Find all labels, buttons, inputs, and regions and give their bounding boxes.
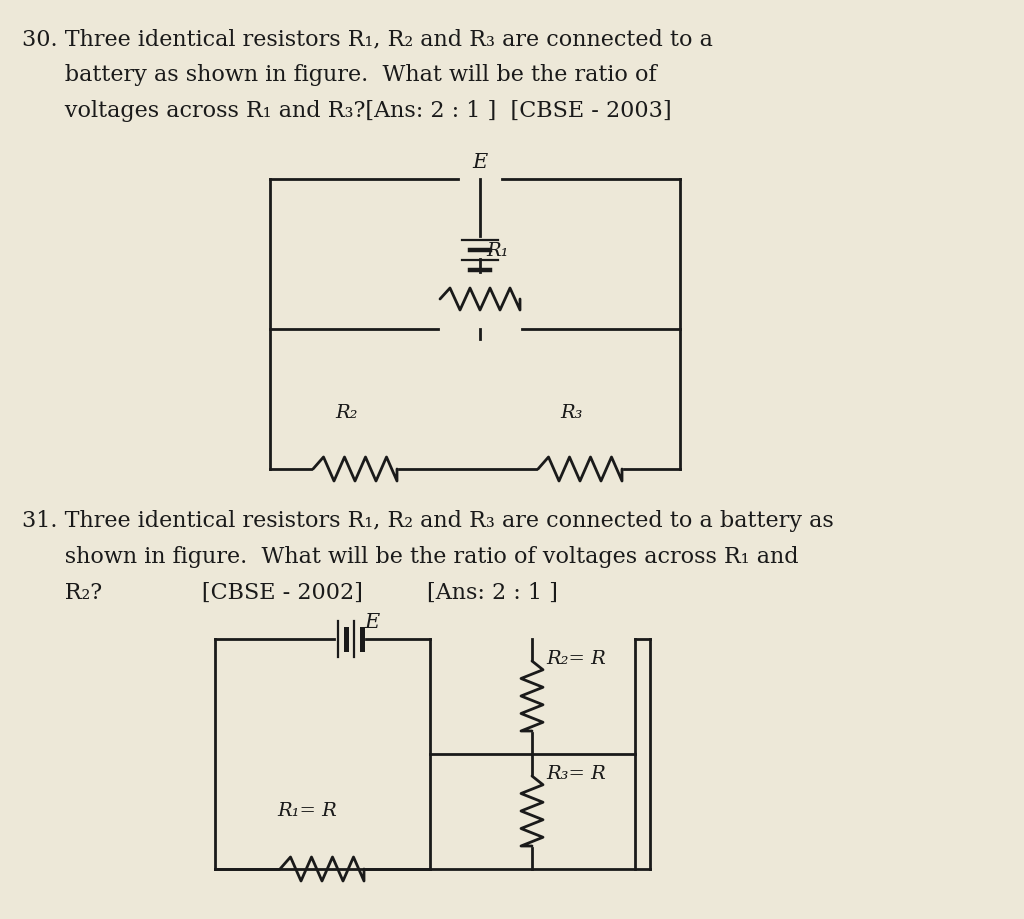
Text: voltages across R₁ and R₃?[Ans: 2 : 1 ]  [CBSE - 2003]: voltages across R₁ and R₃?[Ans: 2 : 1 ] … bbox=[22, 100, 672, 122]
Text: 30. Three identical resistors R₁, R₂ and R₃ are connected to a: 30. Three identical resistors R₁, R₂ and… bbox=[22, 28, 713, 50]
Text: R₃: R₃ bbox=[561, 403, 584, 422]
Text: R₂: R₂ bbox=[336, 403, 358, 422]
Text: battery as shown in figure.  What will be the ratio of: battery as shown in figure. What will be… bbox=[22, 64, 656, 85]
Text: R₂= R: R₂= R bbox=[546, 650, 606, 667]
Text: 31. Three identical resistors R₁, R₂ and R₃ are connected to a battery as: 31. Three identical resistors R₁, R₂ and… bbox=[22, 509, 834, 531]
Text: R₂?              [CBSE - 2002]         [Ans: 2 : 1 ]: R₂? [CBSE - 2002] [Ans: 2 : 1 ] bbox=[22, 582, 558, 604]
Text: E: E bbox=[472, 153, 487, 172]
Text: R₁= R: R₁= R bbox=[278, 801, 337, 819]
Text: shown in figure.  What will be the ratio of voltages across R₁ and: shown in figure. What will be the ratio … bbox=[22, 545, 799, 567]
Text: E: E bbox=[364, 612, 379, 631]
Text: R₃= R: R₃= R bbox=[546, 765, 606, 782]
Text: R₁: R₁ bbox=[486, 242, 509, 260]
